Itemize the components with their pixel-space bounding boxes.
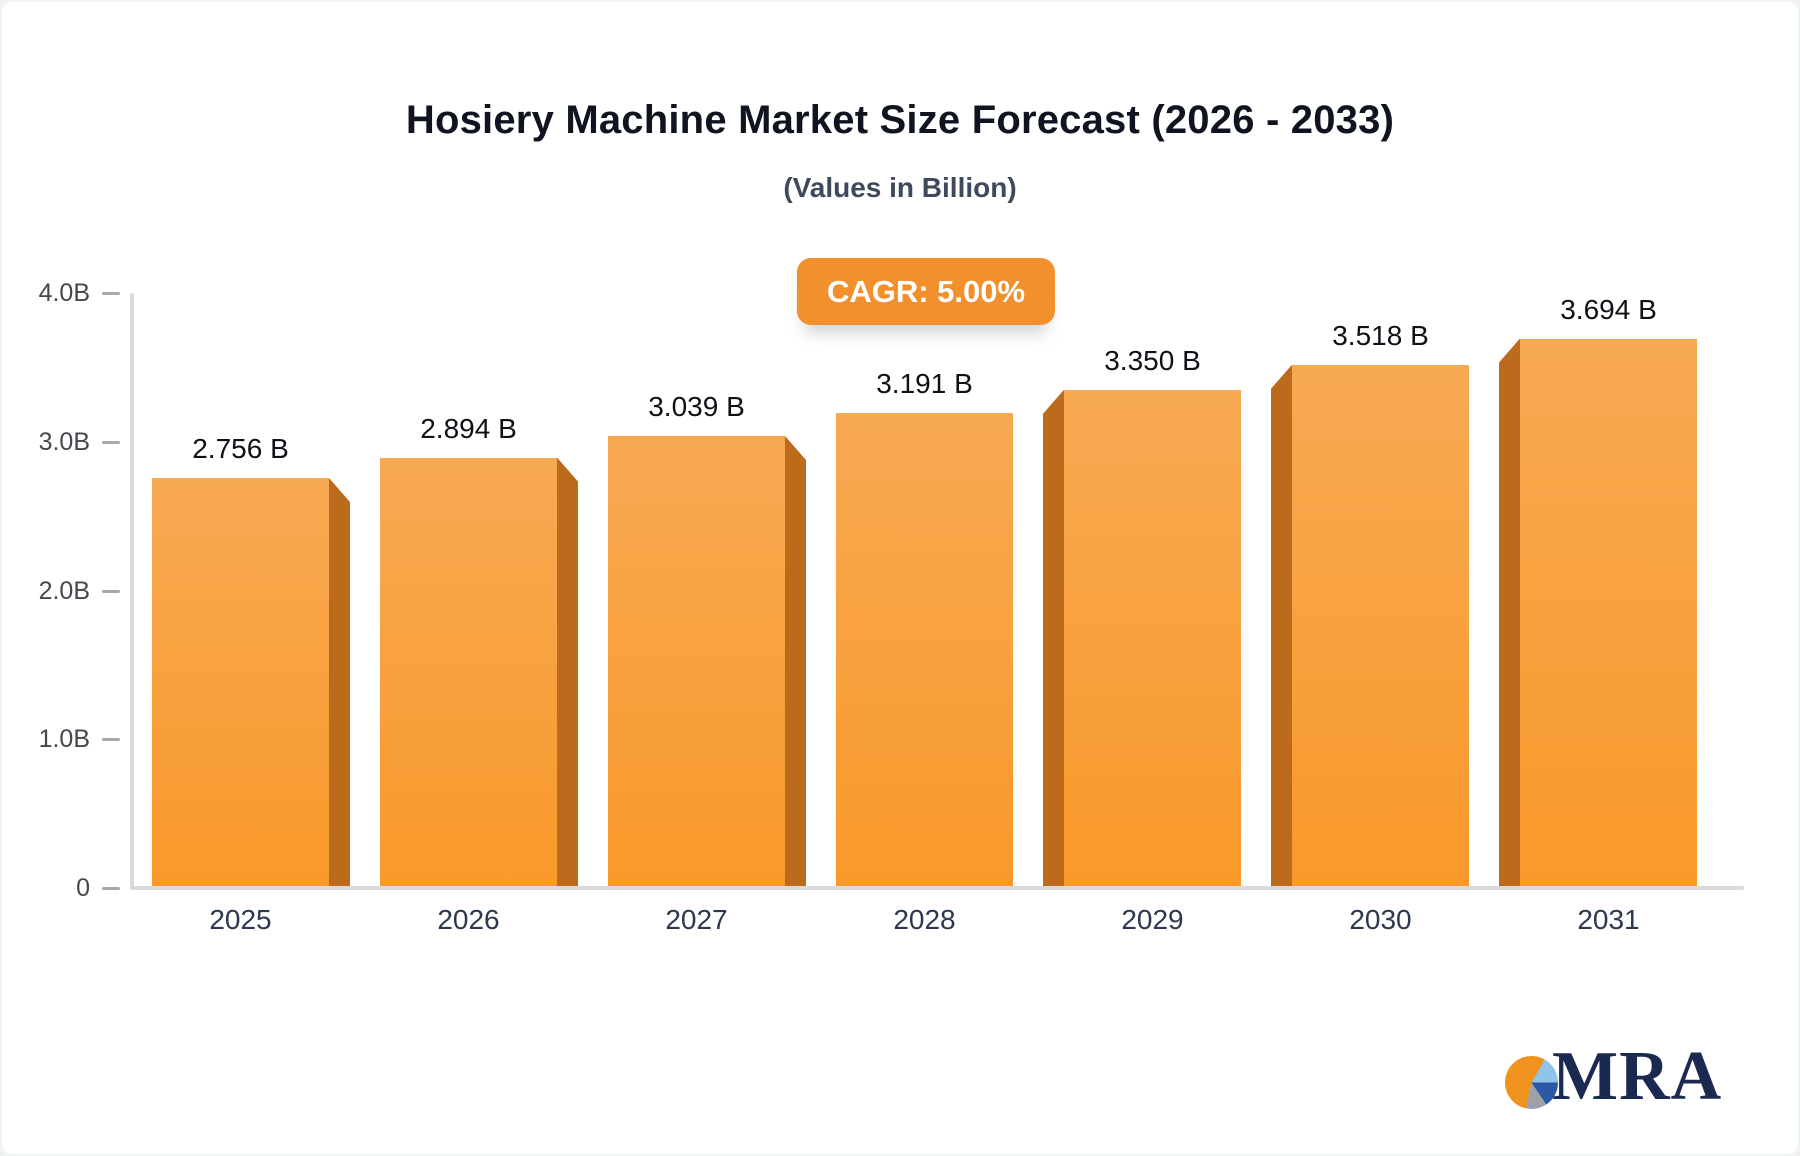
brand-logo: MRA [1505,1037,1722,1117]
x-axis-line [130,886,1744,890]
y-axis-tick [102,738,120,742]
bar-3d-side [1499,338,1520,886]
y-axis-tick [102,440,120,444]
bar-value-label: 2.894 B [420,412,517,444]
bar-value-label: 3.694 B [1560,293,1657,325]
x-axis-category-label: 2028 [893,904,956,935]
y-axis-tick-label: 4.0B [38,279,90,307]
x-axis-category-label: 2030 [1349,904,1412,935]
bar-value-label: 2.756 B [192,433,289,465]
y-axis-tick [102,887,120,890]
brand-logo-text: MRA [1552,1038,1723,1115]
y-axis-tick-label: 1.0B [38,725,90,754]
bar-2031[interactable] [1520,338,1697,886]
bar-value-label: 3.350 B [1104,344,1201,376]
chart-title: Hosiery Machine Market Size Forecast (20… [405,98,1395,142]
bar-2029[interactable] [1064,389,1241,886]
bar-2028[interactable] [836,413,1013,886]
y-axis-line [130,293,134,888]
pie-chart-icon [1505,1055,1558,1109]
bar-value-label: 3.039 B [648,390,745,422]
x-axis-category-label: 2025 [209,904,272,935]
bar-value-label: 3.518 B [1332,319,1429,351]
y-axis-tick-label: 0 [76,874,90,902]
x-axis-category-label: 2029 [1121,904,1184,935]
bar-2025[interactable] [152,478,329,886]
y-axis-tick [102,292,120,295]
x-axis-category-label: 2027 [665,904,728,935]
bar-3d-side [1043,389,1064,886]
bar-2027[interactable] [608,435,785,886]
y-axis-tick-label: 2.0B [38,576,90,605]
bar-2026[interactable] [380,457,557,886]
chart-subtitle: (Values in Billion) [783,172,1017,203]
bar-value-label: 3.191 B [876,368,973,400]
bar-3d-side [329,478,350,886]
bar-3d-side [785,435,806,886]
bar-2030[interactable] [1292,364,1469,886]
x-axis-category-label: 2031 [1577,904,1640,935]
y-axis-tick [102,589,120,593]
y-axis-tick-label: 3.0B [38,427,90,456]
bar-3d-side [1271,364,1292,886]
x-axis-category-label: 2026 [437,904,500,935]
cagr-badge: CAGR: 5.00% [796,258,1056,325]
bar-3d-side [557,457,578,886]
